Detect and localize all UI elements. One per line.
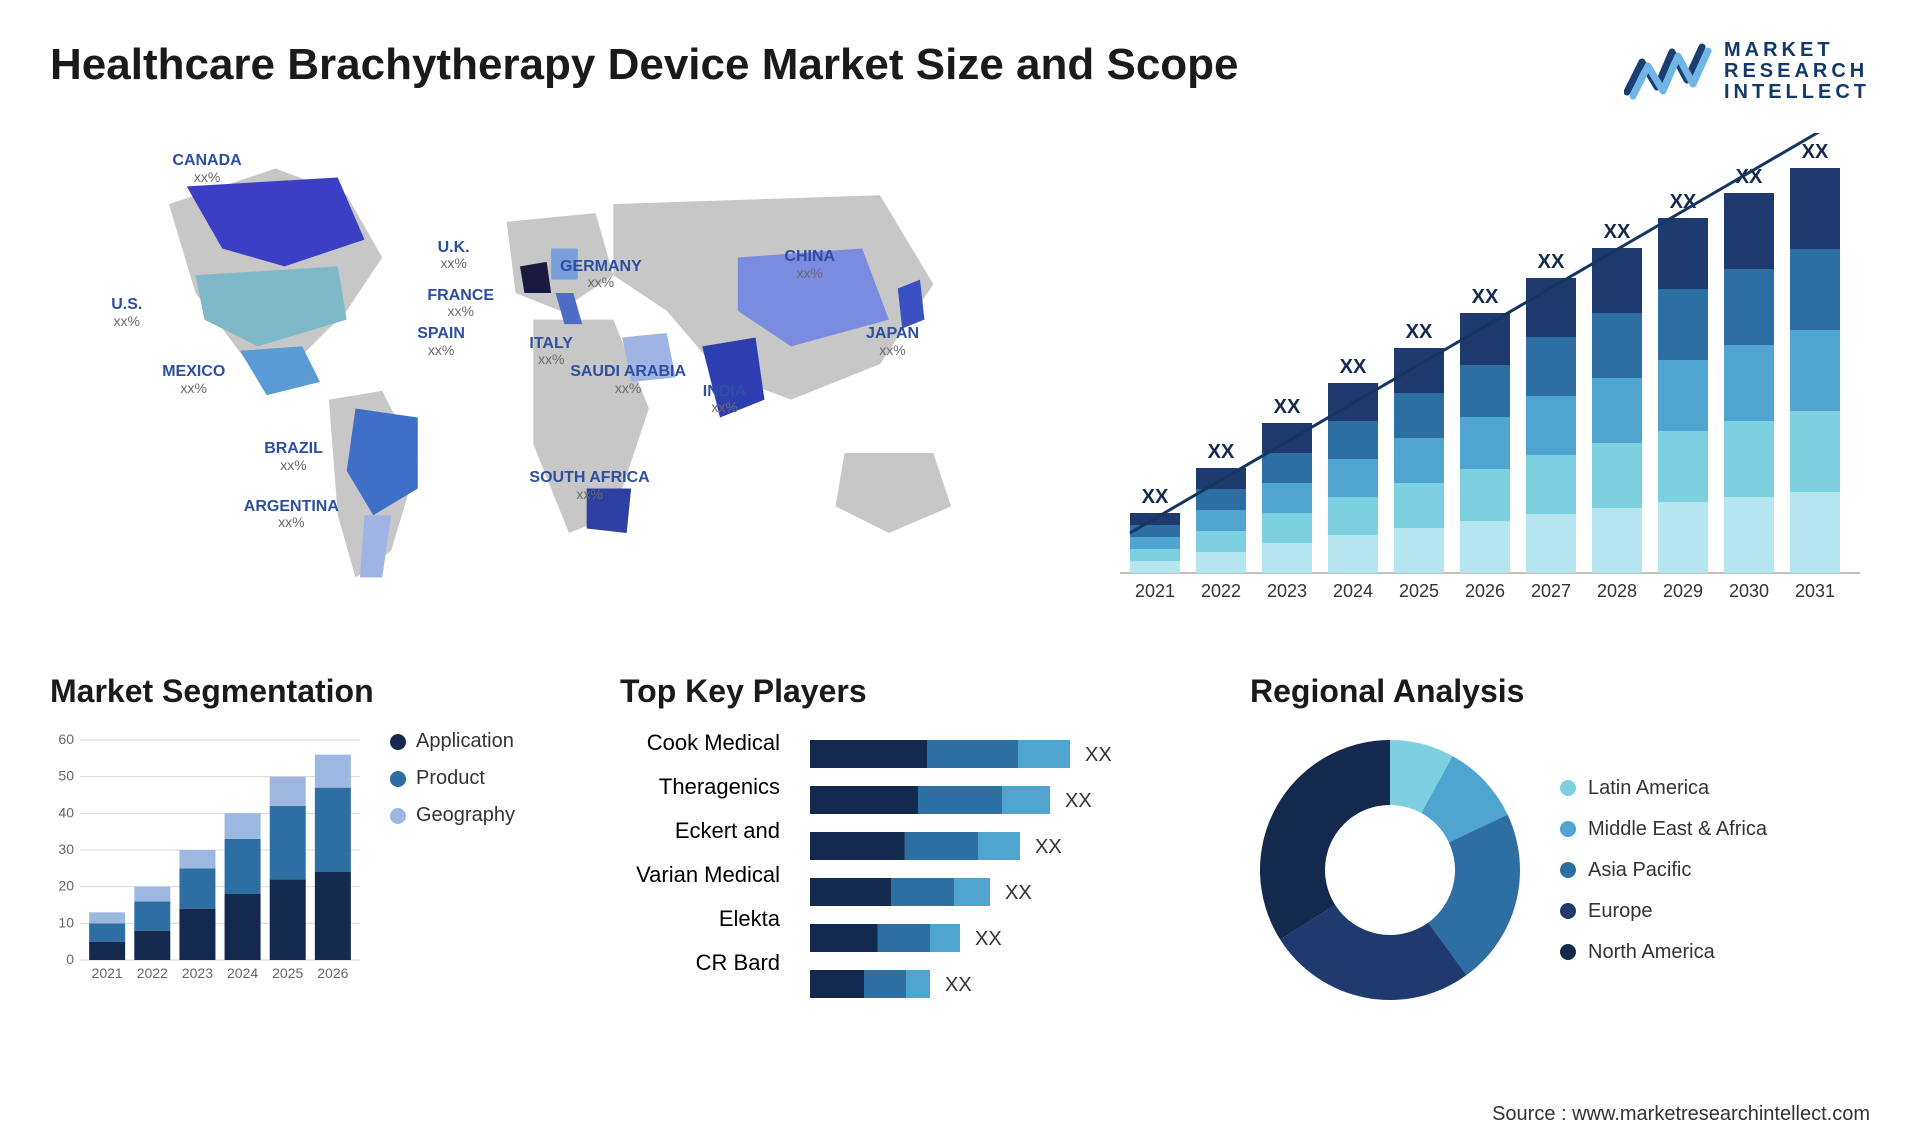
map-label: INDIAxx%: [703, 383, 747, 416]
logo-mark-icon: [1624, 42, 1714, 102]
map-label: U.K.xx%: [438, 239, 470, 272]
map-label: JAPANxx%: [866, 325, 919, 358]
svg-text:2021: 2021: [92, 965, 123, 981]
legend-item: Product: [390, 767, 515, 790]
svg-text:60: 60: [58, 731, 74, 747]
svg-text:XX: XX: [1472, 286, 1499, 308]
segmentation-chart: 0 10 20 30 40 50 60 2021 2022 2023 2024 2025 2026: [50, 730, 370, 990]
map-label: U.S.xx%: [111, 296, 142, 329]
world-map: CANADAxx% U.S.xx% MEXICOxx% BRAZILxx% ARGENT…: [50, 133, 1070, 613]
map-label: ARGENTINAxx%: [244, 498, 339, 531]
svg-text:XX: XX: [1802, 141, 1829, 163]
svg-text:2026: 2026: [1465, 581, 1505, 601]
map-label: SPAINxx%: [417, 325, 465, 358]
svg-text:XX: XX: [975, 928, 1002, 950]
key-players-chart: XX XX XX XX XX XX: [800, 730, 1200, 1010]
map-label: GERMANYxx%: [560, 258, 642, 291]
legend-item: Geography: [390, 804, 515, 827]
svg-text:2027: 2027: [1531, 581, 1571, 601]
bottom-row: Market Segmentation 0 10 20 30 40 50 60 2021 202…: [50, 673, 1870, 1010]
svg-text:XX: XX: [1604, 221, 1631, 243]
key-players-labels: Cook Medical Theragenics Eckert and Varian …: [620, 730, 780, 1010]
svg-text:30: 30: [58, 841, 74, 857]
svg-text:2026: 2026: [317, 965, 348, 981]
svg-text:2023: 2023: [1267, 581, 1307, 601]
svg-text:XX: XX: [1005, 882, 1032, 904]
svg-text:2022: 2022: [1201, 581, 1241, 601]
brand-logo: MARKET RESEARCH INTELLECT: [1624, 40, 1870, 103]
header: Healthcare Brachytherapy Device Market S…: [50, 40, 1870, 103]
key-players-title: Top Key Players: [620, 673, 1200, 710]
legend-item: Asia Pacific: [1560, 859, 1767, 882]
map-label: ITALYxx%: [529, 335, 573, 368]
svg-text:XX: XX: [1065, 790, 1092, 812]
segmentation-legend: Application Product Geography: [390, 730, 515, 990]
growth-chart: XX 2021 XX 2022 XX 2023 XX 2024 XX 2025 XX 2026 XX 20…: [1110, 133, 1870, 613]
legend-item: Europe: [1560, 900, 1767, 923]
logo-line-3: INTELLECT: [1724, 82, 1870, 103]
logo-line-1: MARKET: [1724, 40, 1870, 61]
logo-line-2: RESEARCH: [1724, 61, 1870, 82]
map-label: SAUDI ARABIAxx%: [570, 363, 686, 396]
map-label: FRANCExx%: [427, 287, 494, 320]
svg-text:XX: XX: [1538, 251, 1565, 273]
legend-item: Latin America: [1560, 777, 1767, 800]
map-label: MEXICOxx%: [162, 363, 225, 396]
svg-text:XX: XX: [1142, 486, 1169, 508]
logo-text: MARKET RESEARCH INTELLECT: [1724, 40, 1870, 103]
regional-donut-chart: [1250, 730, 1530, 1010]
svg-text:2030: 2030: [1729, 581, 1769, 601]
key-players-section: Top Key Players Cook Medical Theragenics E…: [620, 673, 1200, 1010]
svg-text:XX: XX: [1035, 836, 1062, 858]
regional-legend: Latin America Middle East & Africa Asia Pa…: [1560, 777, 1767, 964]
player-label: Cook Medical: [620, 730, 780, 756]
svg-text:2025: 2025: [272, 965, 303, 981]
svg-text:XX: XX: [1208, 441, 1235, 463]
svg-text:2021: 2021: [1135, 581, 1175, 601]
svg-text:50: 50: [58, 768, 74, 784]
map-label: CANADAxx%: [172, 152, 241, 185]
svg-text:2031: 2031: [1795, 581, 1835, 601]
svg-text:XX: XX: [1340, 356, 1367, 378]
player-label: CR Bard: [620, 950, 780, 976]
player-label: Elekta: [620, 906, 780, 932]
svg-text:2025: 2025: [1399, 581, 1439, 601]
growth-chart-svg: XX 2021 XX 2022 XX 2023 XX 2024 XX 2025 XX 2026 XX 20…: [1110, 133, 1870, 613]
svg-text:2022: 2022: [137, 965, 168, 981]
legend-item: Middle East & Africa: [1560, 818, 1767, 841]
segmentation-section: Market Segmentation 0 10 20 30 40 50 60 2021 202…: [50, 673, 570, 1010]
svg-text:XX: XX: [945, 974, 972, 996]
svg-text:2028: 2028: [1597, 581, 1637, 601]
map-label: BRAZILxx%: [264, 440, 323, 473]
legend-item: North America: [1560, 941, 1767, 964]
source-attribution: Source : www.marketresearchintellect.com: [1492, 1103, 1870, 1126]
player-label: Eckert and: [620, 818, 780, 844]
svg-text:XX: XX: [1406, 321, 1433, 343]
regional-title: Regional Analysis: [1250, 673, 1870, 710]
svg-text:20: 20: [58, 878, 74, 894]
top-row: CANADAxx% U.S.xx% MEXICOxx% BRAZILxx% ARGENT…: [50, 133, 1870, 613]
segmentation-title: Market Segmentation: [50, 673, 570, 710]
map-label: SOUTH AFRICAxx%: [529, 469, 649, 502]
svg-text:XX: XX: [1274, 396, 1301, 418]
svg-text:40: 40: [58, 804, 74, 820]
svg-text:2029: 2029: [1663, 581, 1703, 601]
player-label: Varian Medical: [620, 862, 780, 888]
page-title: Healthcare Brachytherapy Device Market S…: [50, 40, 1239, 90]
svg-text:2023: 2023: [182, 965, 213, 981]
svg-text:10: 10: [58, 914, 74, 930]
svg-text:2024: 2024: [1333, 581, 1373, 601]
svg-text:2024: 2024: [227, 965, 258, 981]
player-label: Theragenics: [620, 774, 780, 800]
regional-section: Regional Analysis Latin America Middle Ea…: [1250, 673, 1870, 1010]
svg-text:XX: XX: [1085, 744, 1112, 766]
svg-text:0: 0: [66, 951, 74, 967]
map-label: CHINAxx%: [784, 248, 835, 281]
legend-item: Application: [390, 730, 515, 753]
